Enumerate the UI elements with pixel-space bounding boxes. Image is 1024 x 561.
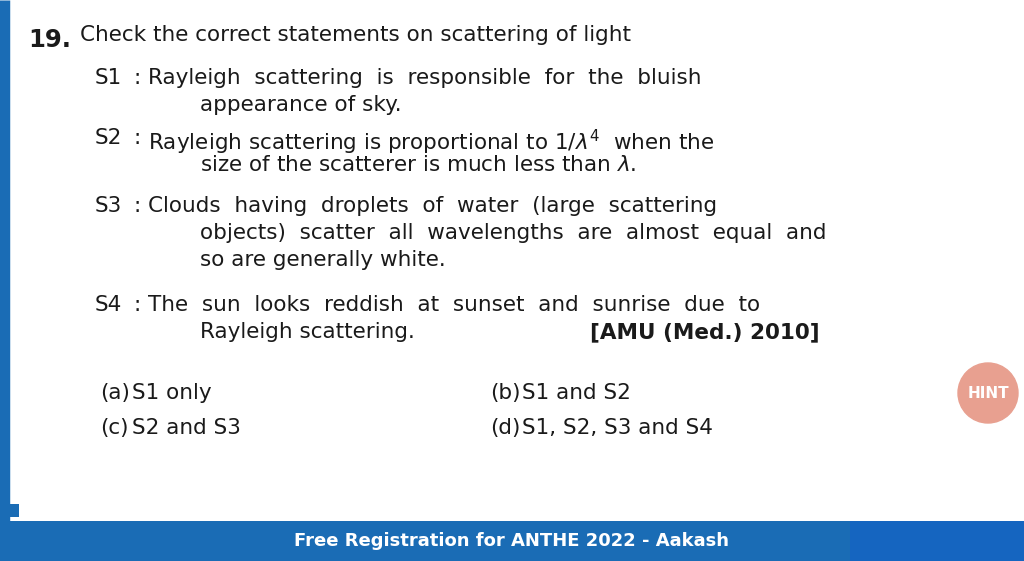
Text: :: :: [133, 128, 140, 148]
Text: appearance of sky.: appearance of sky.: [200, 95, 401, 115]
Text: Rayleigh scattering is proportional to $1/\lambda^4$  when the: Rayleigh scattering is proportional to $…: [148, 128, 714, 157]
Text: S1, S2, S3 and S4: S1, S2, S3 and S4: [522, 418, 713, 438]
Text: size of the scatterer is much less than $\lambda$.: size of the scatterer is much less than …: [200, 155, 637, 175]
Text: 19.: 19.: [28, 28, 71, 52]
Text: :: :: [133, 295, 140, 315]
Text: (b): (b): [490, 383, 520, 403]
Text: S1 only: S1 only: [132, 383, 212, 403]
Text: [AMU (Med.) 2010]: [AMU (Med.) 2010]: [590, 322, 819, 342]
Bar: [3, 504, 19, 517]
Text: (d): (d): [490, 418, 520, 438]
Bar: [0, 521, 1024, 561]
Text: (c): (c): [100, 418, 128, 438]
Text: S2: S2: [95, 128, 123, 148]
Text: S4: S4: [95, 295, 123, 315]
Bar: [850, 521, 1024, 561]
Text: S2 and S3: S2 and S3: [132, 418, 241, 438]
Text: Check the correct statements on scattering of light: Check the correct statements on scatteri…: [80, 25, 631, 45]
Text: (a): (a): [100, 383, 130, 403]
Text: Free Registration for ANTHE 2022 - Aakash: Free Registration for ANTHE 2022 - Aakas…: [295, 532, 729, 550]
Text: objects)  scatter  all  wavelengths  are  almost  equal  and: objects) scatter all wavelengths are alm…: [200, 223, 826, 243]
Text: so are generally white.: so are generally white.: [200, 250, 445, 270]
Text: S3: S3: [95, 196, 122, 216]
Text: S1: S1: [95, 68, 122, 88]
Text: :: :: [133, 196, 140, 216]
Text: Rayleigh  scattering  is  responsible  for  the  bluish: Rayleigh scattering is responsible for t…: [148, 68, 701, 88]
Text: S1 and S2: S1 and S2: [522, 383, 631, 403]
Text: Rayleigh scattering.: Rayleigh scattering.: [200, 322, 415, 342]
Circle shape: [958, 363, 1018, 423]
Text: HINT: HINT: [968, 385, 1009, 401]
Text: Clouds  having  droplets  of  water  (large  scattering: Clouds having droplets of water (large s…: [148, 196, 717, 216]
Text: :: :: [133, 68, 140, 88]
Text: The  sun  looks  reddish  at  sunset  and  sunrise  due  to: The sun looks reddish at sunset and sunr…: [148, 295, 760, 315]
